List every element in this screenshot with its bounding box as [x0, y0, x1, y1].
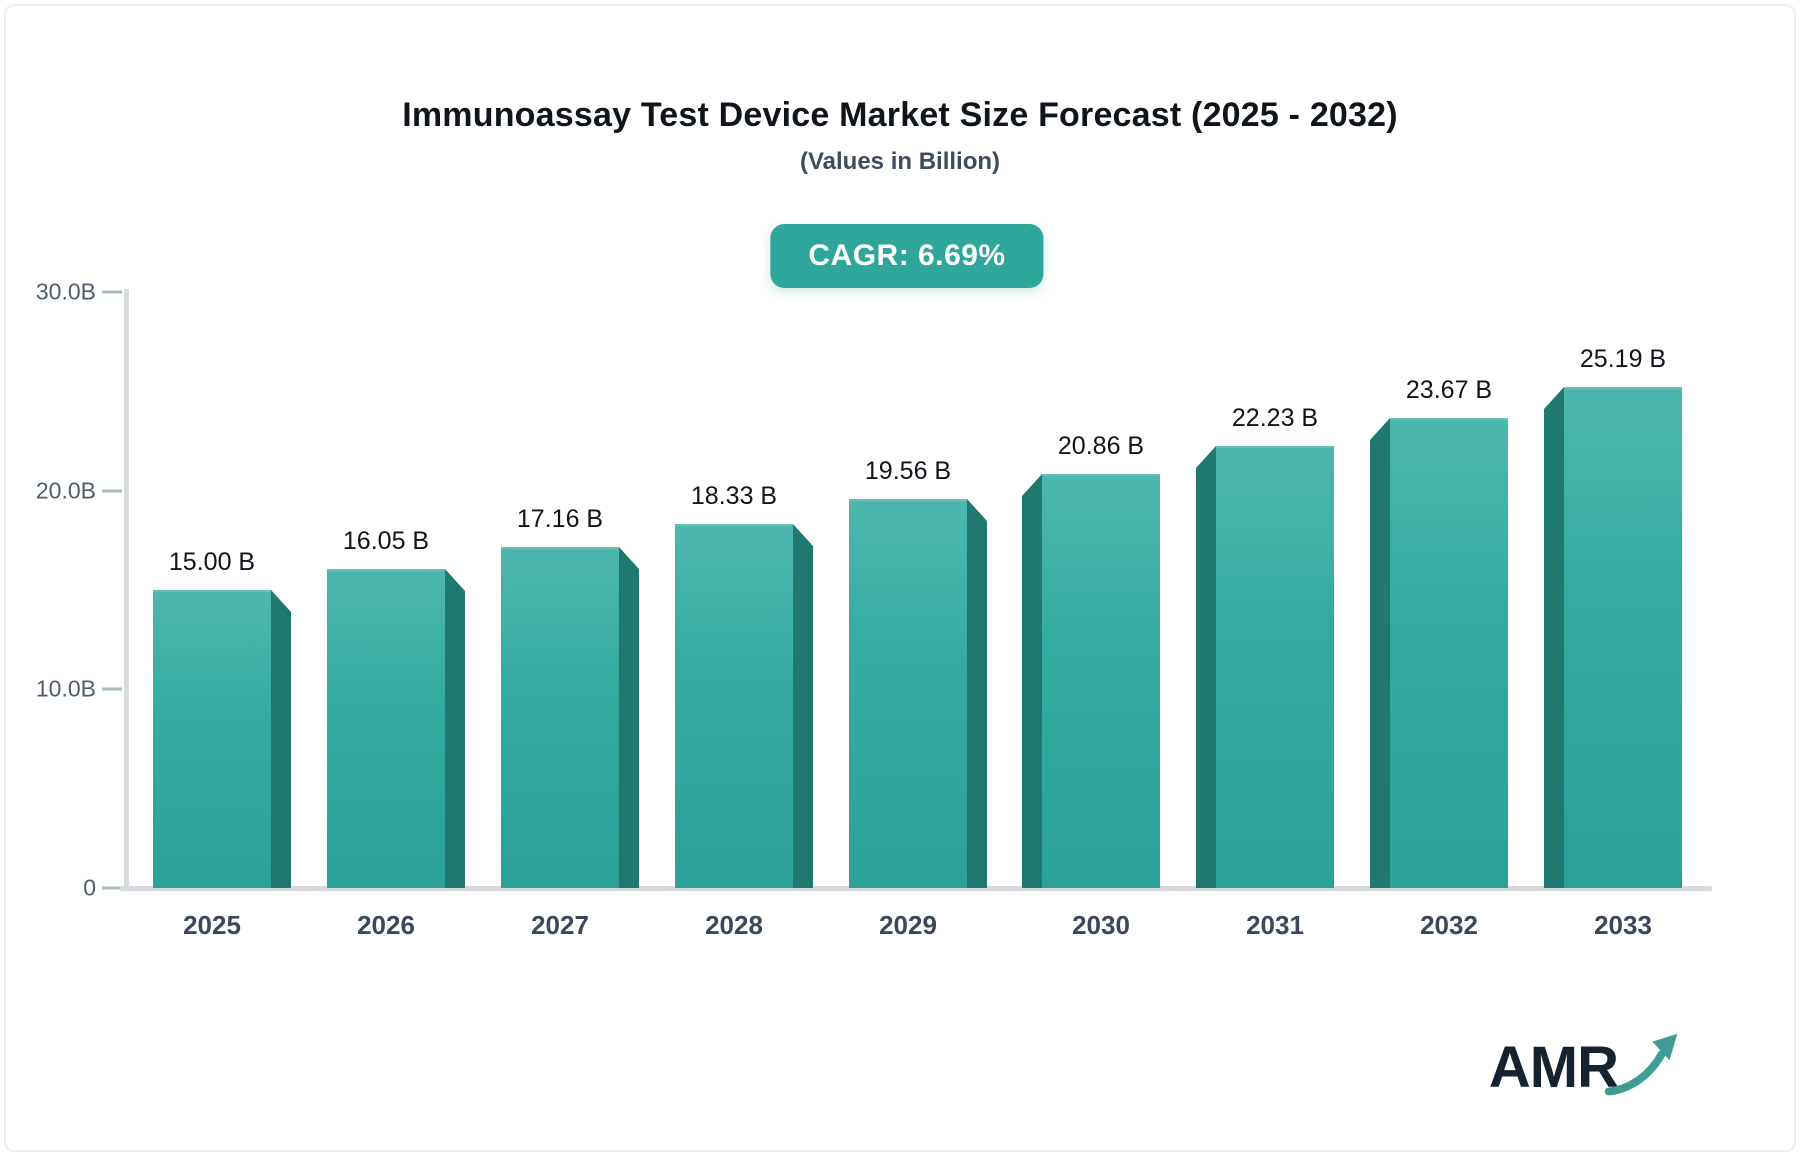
- bar-value-label-2030: 20.86 B: [1057, 432, 1145, 460]
- bar-face-2031: [1216, 446, 1334, 888]
- bar-side-2029: [967, 499, 987, 888]
- x-axis-label-2028: 2028: [705, 910, 763, 940]
- amr-logo: AMR: [1489, 1032, 1682, 1104]
- cagr-badge: CAGR: 6.69%: [770, 224, 1044, 288]
- bar-side-2031: [1196, 446, 1216, 888]
- bar-face-2026: [327, 569, 445, 888]
- bar-side-2026: [445, 569, 465, 888]
- bar-face-2029: [849, 499, 967, 888]
- y-tick-mark-20.0B: [102, 489, 122, 493]
- bar-value-label-2025: 15.00 B: [168, 548, 256, 576]
- bar-side-2027: [619, 547, 639, 888]
- bar-value-label-2033: 25.19 B: [1579, 345, 1667, 373]
- x-axis-baseline: [120, 886, 1712, 891]
- x-axis-label-2029: 2029: [879, 910, 937, 940]
- x-axis-label-2031: 2031: [1246, 910, 1304, 940]
- bar-face-2027: [501, 547, 619, 888]
- y-tick-mark-10.0B: [102, 687, 122, 691]
- bar-side-2030: [1022, 474, 1042, 888]
- cagr-label: CAGR: 6.69%: [808, 239, 1006, 272]
- bar-side-2028: [793, 524, 813, 888]
- y-tick-mark-0: [102, 886, 122, 890]
- x-axis-label-2027: 2027: [531, 910, 589, 940]
- bar-value-label-2031: 22.23 B: [1231, 404, 1319, 432]
- x-axis-label-2032: 2032: [1420, 910, 1478, 940]
- x-axis-label-2033: 2033: [1594, 910, 1652, 940]
- y-tick-label-0: 0: [83, 874, 96, 901]
- bar-side-2033: [1544, 387, 1564, 888]
- bar-face-2033: [1564, 387, 1682, 888]
- y-axis-line: [124, 289, 129, 888]
- bar-side-2025: [271, 590, 291, 888]
- bar-value-label-2029: 19.56 B: [864, 457, 952, 485]
- bar-face-2025: [153, 590, 271, 888]
- bar-face-2030: [1042, 474, 1160, 888]
- y-tick-label-20.0B: 20.0B: [35, 477, 96, 504]
- y-tick-mark-30.0B: [102, 290, 122, 294]
- bar-face-2032: [1390, 418, 1508, 888]
- x-axis-label-2026: 2026: [357, 910, 415, 940]
- y-tick-label-10.0B: 10.0B: [35, 675, 96, 702]
- page-title: Immunoassay Test Device Market Size Fore…: [402, 96, 1398, 134]
- page-subtitle: (Values in Billion): [799, 148, 1001, 175]
- bar-value-label-2026: 16.05 B: [342, 527, 430, 555]
- x-axis-label-2030: 2030: [1072, 910, 1130, 940]
- x-axis-label-2025: 2025: [183, 910, 241, 940]
- amr-logo-text: AMR: [1488, 1035, 1619, 1100]
- bar-value-label-2027: 17.16 B: [516, 505, 604, 533]
- bar-side-2032: [1370, 418, 1390, 888]
- growth-arrow-icon: [1604, 1033, 1678, 1096]
- y-tick-label-30.0B: 30.0B: [35, 278, 96, 305]
- bar-value-label-2032: 23.67 B: [1405, 376, 1493, 404]
- bar-face-2028: [675, 524, 793, 888]
- bar-value-label-2028: 18.33 B: [690, 482, 778, 510]
